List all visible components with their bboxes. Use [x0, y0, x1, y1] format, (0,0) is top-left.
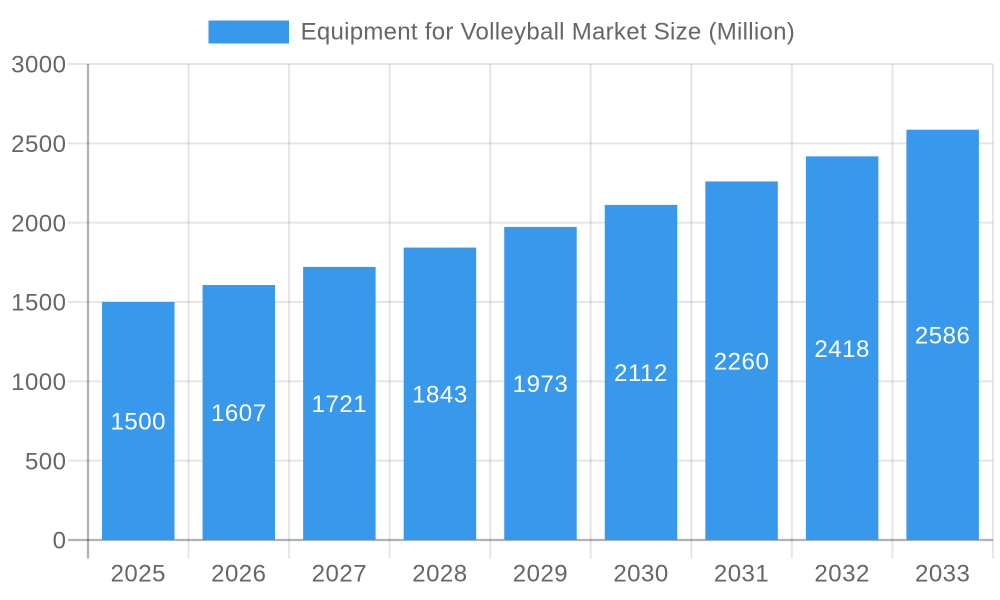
svg-text:2000: 2000 — [11, 210, 66, 237]
svg-text:2586: 2586 — [915, 322, 971, 349]
svg-text:1843: 1843 — [412, 381, 468, 408]
svg-text:2260: 2260 — [714, 348, 770, 375]
svg-text:2032: 2032 — [814, 561, 869, 588]
svg-text:2029: 2029 — [513, 561, 568, 588]
svg-text:500: 500 — [25, 448, 67, 475]
svg-text:1000: 1000 — [11, 369, 66, 396]
svg-text:Equipment for Volleyball Marke: Equipment for Volleyball Market Size (Mi… — [301, 19, 795, 46]
svg-text:2112: 2112 — [614, 360, 668, 387]
svg-text:2418: 2418 — [814, 336, 870, 363]
svg-text:2027: 2027 — [312, 561, 367, 588]
svg-text:2033: 2033 — [915, 561, 970, 588]
svg-text:1973: 1973 — [513, 371, 569, 398]
svg-text:1500: 1500 — [11, 290, 66, 317]
svg-text:0: 0 — [53, 528, 67, 555]
svg-text:2026: 2026 — [211, 561, 266, 588]
svg-text:1607: 1607 — [211, 400, 267, 427]
svg-text:2030: 2030 — [613, 561, 668, 588]
svg-text:1721: 1721 — [312, 391, 368, 418]
svg-text:3000: 3000 — [11, 52, 66, 79]
svg-text:2031: 2031 — [714, 561, 769, 588]
svg-text:2025: 2025 — [111, 561, 166, 588]
svg-text:2028: 2028 — [412, 561, 467, 588]
svg-text:1500: 1500 — [110, 409, 166, 436]
svg-text:2500: 2500 — [11, 131, 66, 158]
